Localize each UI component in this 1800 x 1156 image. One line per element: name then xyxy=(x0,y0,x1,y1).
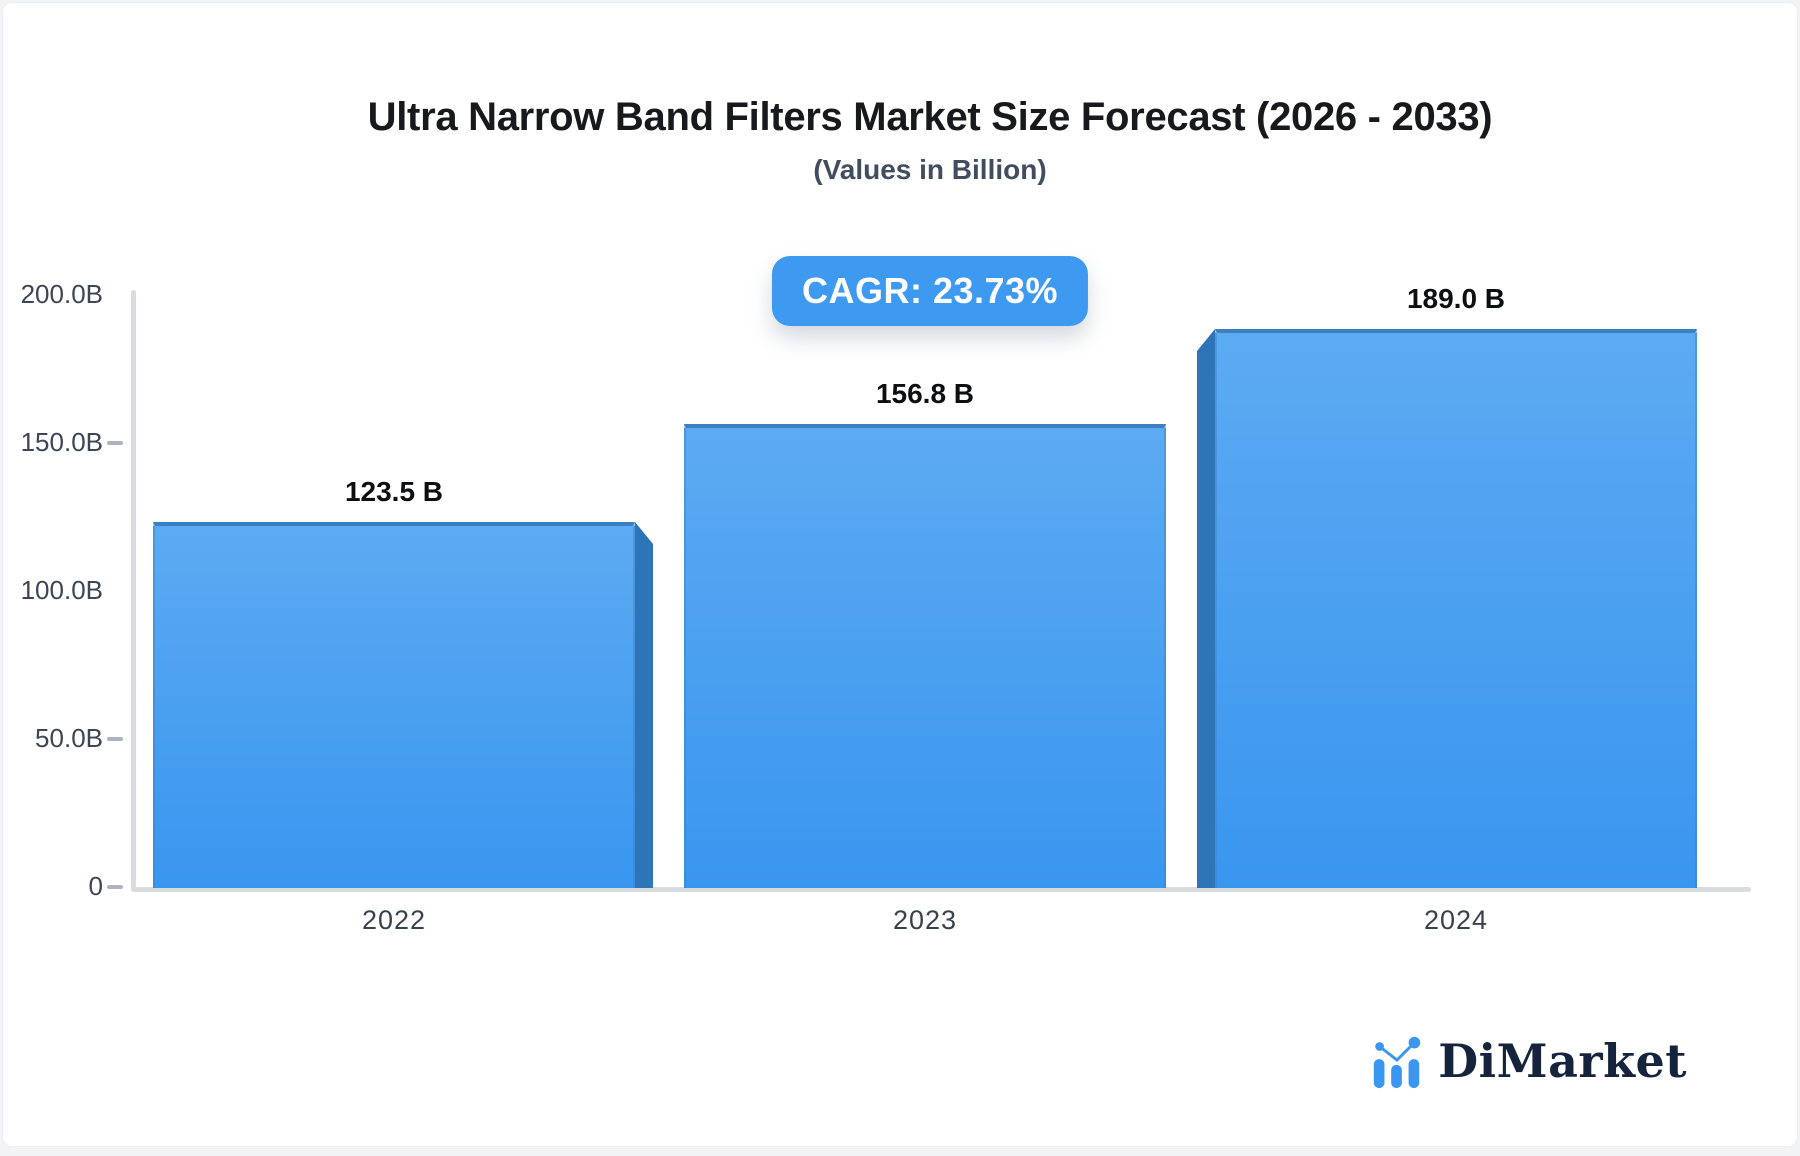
chart-header: Ultra Narrow Band Filters Market Size Fo… xyxy=(63,3,1797,326)
y-axis-tick-label: 100.0B xyxy=(20,575,103,605)
bar-line-chart-icon xyxy=(1374,1036,1421,1089)
y-axis-tick-label: 200.0B xyxy=(20,279,103,309)
y-axis-tick-label: 50.0B xyxy=(35,723,103,753)
cagr-badge: CAGR: 23.73% xyxy=(771,256,1089,326)
bar-value-label-2024: 189.0 B xyxy=(1406,283,1506,314)
x-axis-label-2022: 2022 xyxy=(361,905,427,935)
bar-value-label-2023: 156.8 B xyxy=(875,378,975,409)
y-axis-tick-label: 0 xyxy=(88,871,103,901)
bar-2024 xyxy=(1215,329,1697,888)
chart-title: Ultra Narrow Band Filters Market Size Fo… xyxy=(367,95,1493,139)
x-axis-label-2024: 2024 xyxy=(1423,905,1489,935)
y-axis-tick-mark xyxy=(107,737,123,741)
y-axis-line xyxy=(131,290,136,890)
bar-chart-plot: 200.0B 150.0B 100.0B 50.0B 0 123.5 B 2022 156.8… xyxy=(3,3,1797,1146)
bar-value-label-2022: 123.5 B xyxy=(344,476,444,507)
bar-2023 xyxy=(684,424,1166,888)
y-axis-tick-label: 150.0B xyxy=(20,427,103,457)
bar-side-face-2022 xyxy=(635,522,653,888)
x-axis-label-2023: 2023 xyxy=(892,905,958,935)
y-axis-tick-mark xyxy=(107,441,123,445)
bar-side-face-2024 xyxy=(1197,329,1215,888)
chart-subtitle: (Values in Billion) xyxy=(813,154,1047,185)
brand-logo: DiMarket xyxy=(1368,1032,1687,1090)
y-axis-tick-mark xyxy=(107,885,123,889)
bar-2022 xyxy=(153,522,635,888)
brand-name: DiMarket xyxy=(1438,1034,1687,1088)
x-axis-line xyxy=(131,887,1751,892)
